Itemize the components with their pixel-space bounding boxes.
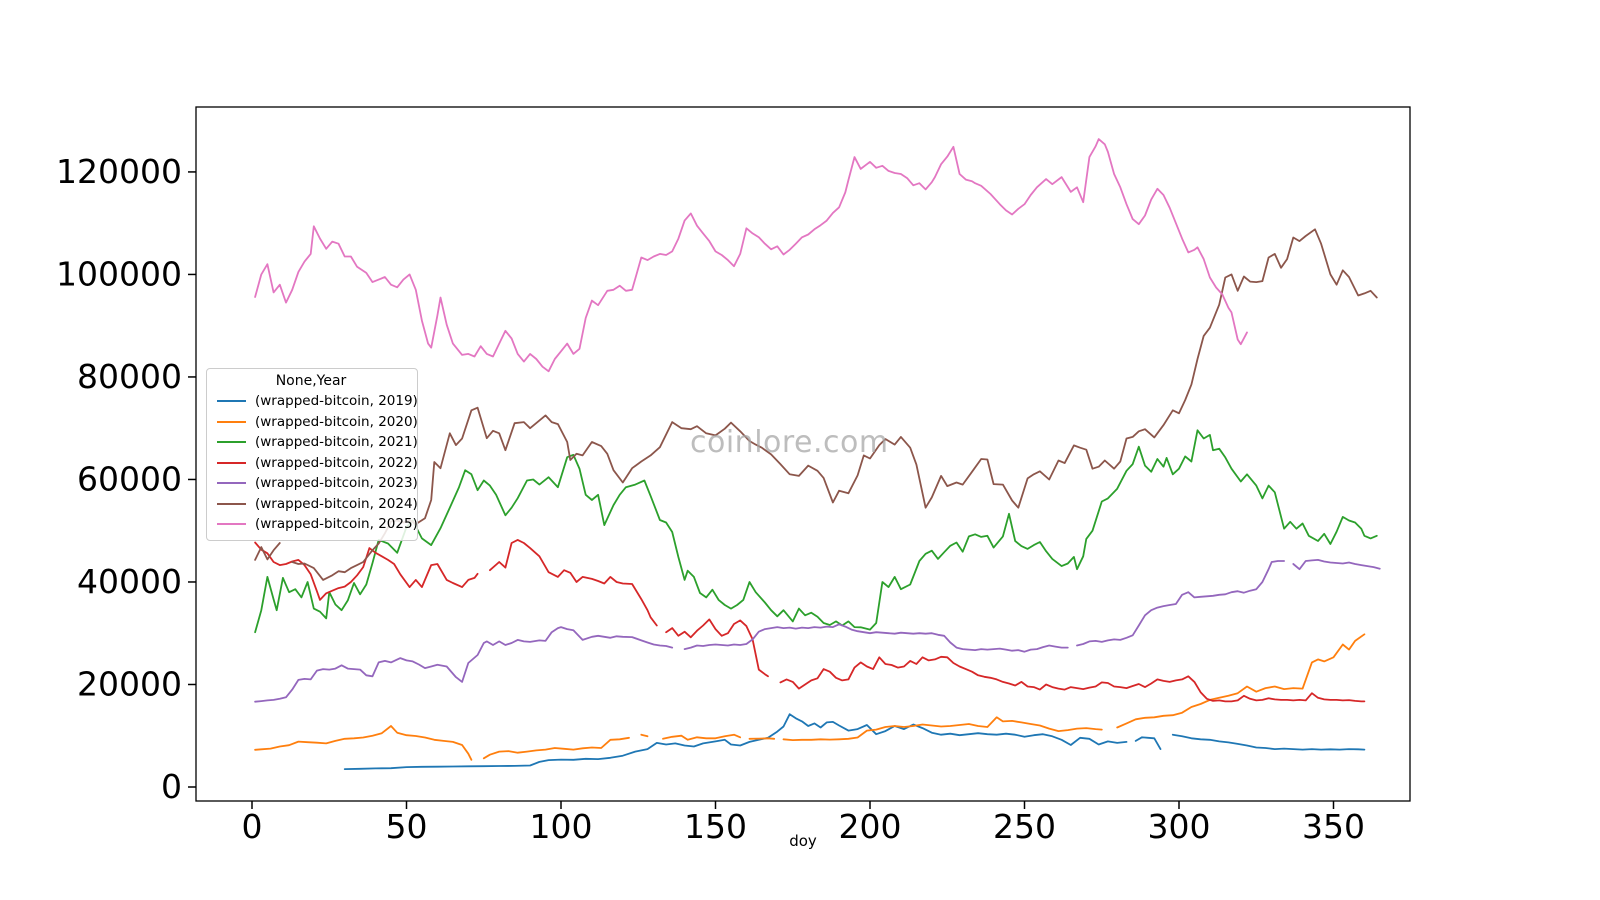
legend-entry: (wrapped-bitcoin, 2023)	[213, 473, 418, 494]
series-segment	[291, 228, 1378, 581]
series-segment	[1134, 736, 1162, 750]
series-segment	[1171, 733, 1366, 751]
series-segment	[748, 737, 776, 740]
series-line-4	[254, 539, 1366, 703]
legend-entry: (wrapped-bitcoin, 2021)	[213, 432, 418, 453]
x-tick-label: 250	[993, 807, 1056, 846]
series-line-6	[254, 228, 1378, 581]
series-line-2	[254, 633, 1366, 761]
series-line-7	[254, 138, 1248, 373]
series-segment	[254, 138, 1248, 373]
legend-swatch	[217, 523, 246, 526]
legend-label: (wrapped-bitcoin, 2019)	[255, 393, 418, 410]
x-tick-label: 150	[684, 807, 747, 846]
legend-swatch	[217, 502, 246, 505]
y-tick-label: 100000	[56, 254, 182, 293]
legend-swatch	[217, 420, 246, 423]
series-segment	[254, 725, 473, 761]
x-tick-label: 300	[1148, 807, 1211, 846]
legend-label: (wrapped-bitcoin, 2025)	[255, 516, 418, 533]
watermark: coinlore.com	[690, 425, 889, 460]
series-segment	[488, 539, 658, 627]
legend-entry: (wrapped-bitcoin, 2020)	[213, 412, 418, 433]
y-tick-label: 20000	[77, 664, 182, 703]
legend-entry: (wrapped-bitcoin, 2025)	[213, 514, 418, 535]
series-segment	[640, 733, 649, 738]
legend-entry: (wrapped-bitcoin, 2022)	[213, 453, 418, 474]
legend: None,Year (wrapped-bitcoin, 2019) (wrappe…	[206, 368, 418, 541]
series-segment	[1076, 560, 1285, 647]
legend-label: (wrapped-bitcoin, 2023)	[255, 475, 418, 492]
series-segment	[1116, 633, 1366, 729]
series-segment	[254, 541, 479, 601]
series-segment	[254, 429, 1378, 634]
legend-swatch	[217, 400, 246, 403]
series-segment	[662, 733, 742, 741]
y-tick-label: 0	[161, 767, 182, 806]
y-tick-label: 40000	[77, 562, 182, 601]
legend-swatch	[217, 441, 246, 444]
series-segment	[482, 736, 630, 760]
legend-label: (wrapped-bitcoin, 2022)	[255, 454, 418, 471]
legend-title: None,Year	[275, 373, 347, 389]
series-line-3	[254, 429, 1378, 634]
series-segment	[782, 716, 1103, 741]
series-lines	[254, 138, 1381, 770]
x-tick-label: 350	[1302, 807, 1365, 846]
y-tick-label: 120000	[56, 152, 182, 191]
series-line-1	[343, 713, 1366, 770]
series-segment	[1292, 559, 1381, 571]
legend-items: (wrapped-bitcoin, 2019) (wrapped-bitcoin,…	[213, 391, 418, 535]
series-segment	[683, 623, 1069, 653]
series-segment	[254, 542, 281, 561]
legend-label: (wrapped-bitcoin, 2021)	[255, 434, 418, 451]
x-tick-label: 100	[530, 807, 593, 846]
legend-swatch	[217, 482, 246, 485]
y-tick-label: 80000	[77, 357, 182, 396]
series-segment	[343, 713, 1128, 770]
series-segment	[254, 626, 674, 703]
x-tick-label: 50	[386, 807, 428, 846]
legend-entry: (wrapped-bitcoin, 2024)	[213, 494, 418, 515]
x-tick-label: 0	[242, 807, 263, 846]
y-tick-label: 60000	[77, 459, 182, 498]
legend-entry: (wrapped-bitcoin, 2019)	[213, 391, 418, 412]
axes: 0 50 100 150 200 250 300 350 0 20000 40000 60000 800…	[56, 152, 1365, 846]
legend-label: (wrapped-bitcoin, 2024)	[255, 495, 418, 512]
legend-swatch	[217, 461, 246, 464]
series-segment	[779, 655, 1366, 703]
series-segment	[665, 618, 769, 678]
x-tick-label: 200	[839, 807, 902, 846]
legend-label: (wrapped-bitcoin, 2020)	[255, 413, 418, 430]
x-axis-label: doy	[789, 832, 817, 850]
series-line-5	[254, 559, 1381, 703]
